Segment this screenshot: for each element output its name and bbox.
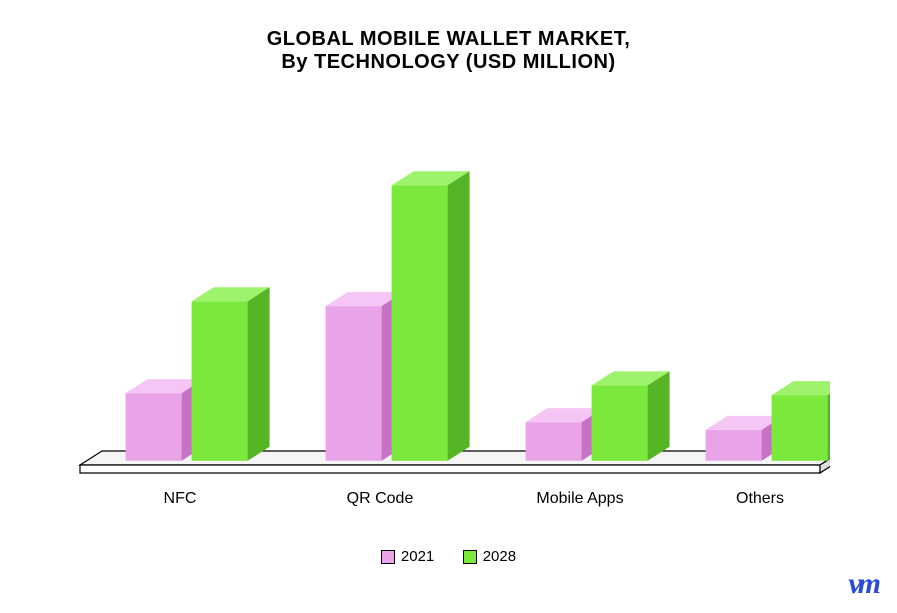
x-label-others: Others (736, 490, 784, 508)
bar-chart-svg (70, 155, 830, 485)
chart-title-block: GLOBAL MOBILE WALLET MARKET, By TECHNOLO… (0, 0, 897, 74)
legend-item-2028: 2028 (463, 548, 516, 565)
chart-plot-area (70, 155, 830, 485)
legend-label-2028: 2028 (483, 548, 516, 565)
legend-swatch-2021 (381, 550, 395, 564)
x-axis-labels: NFC QR Code Mobile Apps Others (70, 490, 830, 520)
legend: 2021 2028 (0, 548, 897, 569)
legend-swatch-2028 (463, 550, 477, 564)
title-line-2: By TECHNOLOGY (USD MILLION) (0, 51, 897, 74)
brand-logo: vm (848, 567, 877, 601)
legend-label-2021: 2021 (401, 548, 434, 565)
legend-item-2021: 2021 (381, 548, 434, 565)
x-label-nfc: NFC (164, 490, 197, 508)
title-line-1: GLOBAL MOBILE WALLET MARKET, (0, 28, 897, 51)
x-label-qr-code: QR Code (347, 490, 414, 508)
x-label-mobile-apps: Mobile Apps (536, 490, 623, 508)
